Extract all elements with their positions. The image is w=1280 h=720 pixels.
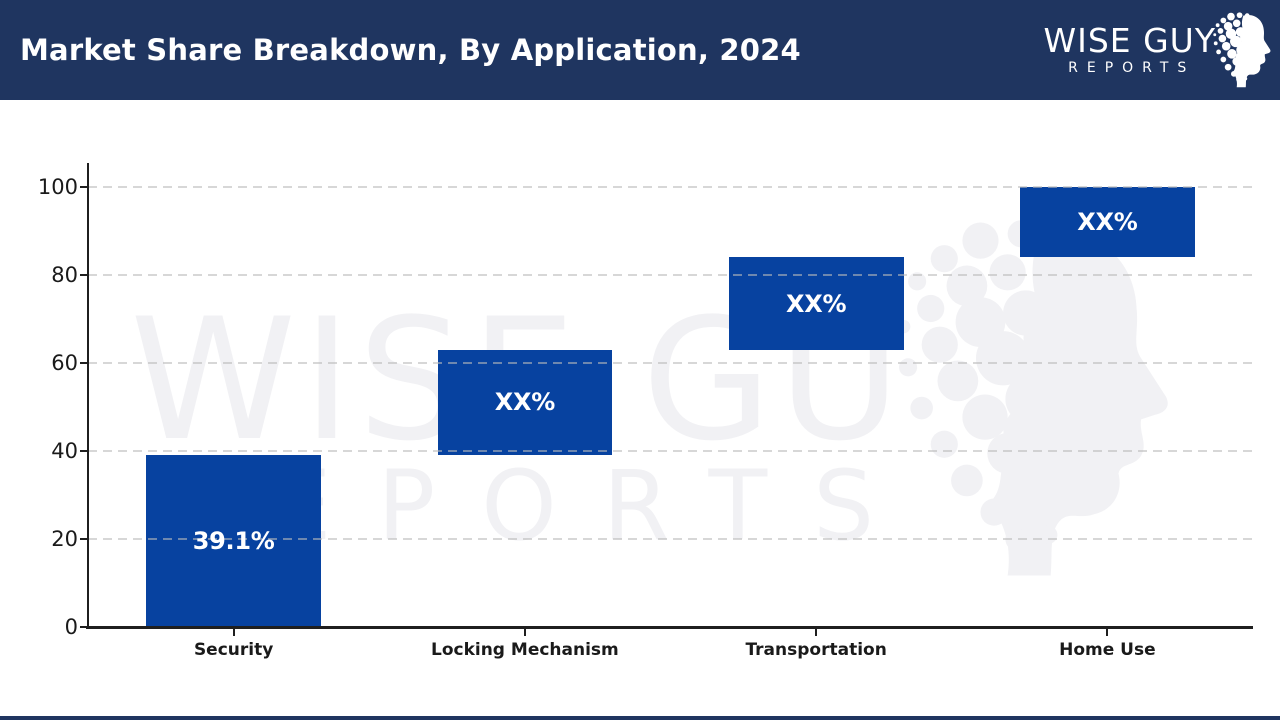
x-tick-label-transportation: Transportation xyxy=(745,640,887,660)
brand-wordmark: WISE GUY REPORTS xyxy=(1043,24,1216,76)
y-tick-mark-100 xyxy=(80,186,87,188)
y-axis-line xyxy=(87,163,89,629)
bar-transportation xyxy=(728,257,904,350)
gridline-y-20 xyxy=(88,538,1253,540)
y-tick-mark-0 xyxy=(80,626,87,628)
y-tick-mark-20 xyxy=(80,538,87,540)
y-tick-label-100: 100 xyxy=(37,175,78,199)
brand-face-icon xyxy=(1210,9,1272,91)
y-tick-label-0: 0 xyxy=(64,615,78,639)
waterfall-plot: 39.1% XX% XX% XX% 0 20 40 60 80 100 Security Lockin… xyxy=(0,100,1280,716)
gridline-y-80 xyxy=(88,274,1253,276)
header-bar: Market Share Breakdown, By Application, … xyxy=(0,0,1280,100)
footer-bar xyxy=(0,716,1280,720)
y-tick-label-80: 80 xyxy=(51,263,78,287)
brand-tagline: REPORTS xyxy=(1068,59,1196,76)
y-tick-mark-60 xyxy=(80,362,87,364)
bar-value-label-locking-mechanism: XX% xyxy=(494,388,555,417)
x-tick-mark-locking-mechanism xyxy=(523,629,526,636)
x-tick-mark-security xyxy=(232,629,235,636)
x-tick-label-locking-mechanism: Locking Mechanism xyxy=(430,640,619,660)
bar-value-label-security: 39.1% xyxy=(192,526,275,555)
y-tick-label-20: 20 xyxy=(51,527,78,551)
x-tick-label-home-use: Home Use xyxy=(1059,640,1156,660)
gridline-y-40 xyxy=(88,450,1253,452)
y-tick-mark-40 xyxy=(80,450,87,452)
bar-security xyxy=(146,454,321,627)
x-axis-line xyxy=(86,626,1253,629)
chart-canvas: WISE GU REPORTS 39.1% XX% XX% XX% 0 20 40 60 80 1… xyxy=(0,100,1280,716)
gridline-y-60 xyxy=(88,362,1253,364)
y-tick-label-60: 60 xyxy=(51,351,78,375)
x-tick-label-security: Security xyxy=(193,640,274,660)
bar-value-label-transportation: XX% xyxy=(786,289,847,318)
bar-home-use xyxy=(1020,187,1195,258)
brand-logo: WISE GUY REPORTS xyxy=(1043,6,1272,94)
watermark-face-icon xyxy=(872,218,1184,580)
bar-locking-mechanism xyxy=(437,349,613,455)
page-title: Market Share Breakdown, By Application, … xyxy=(20,33,801,67)
x-tick-mark-home-use xyxy=(1106,629,1109,636)
y-tick-mark-80 xyxy=(80,274,87,276)
brand-name: WISE GUY xyxy=(1043,21,1216,61)
bar-value-label-home-use: XX% xyxy=(1077,208,1138,237)
y-tick-label-40: 40 xyxy=(51,439,78,463)
x-tick-mark-transportation xyxy=(815,629,818,636)
gridline-y-100 xyxy=(88,186,1253,188)
